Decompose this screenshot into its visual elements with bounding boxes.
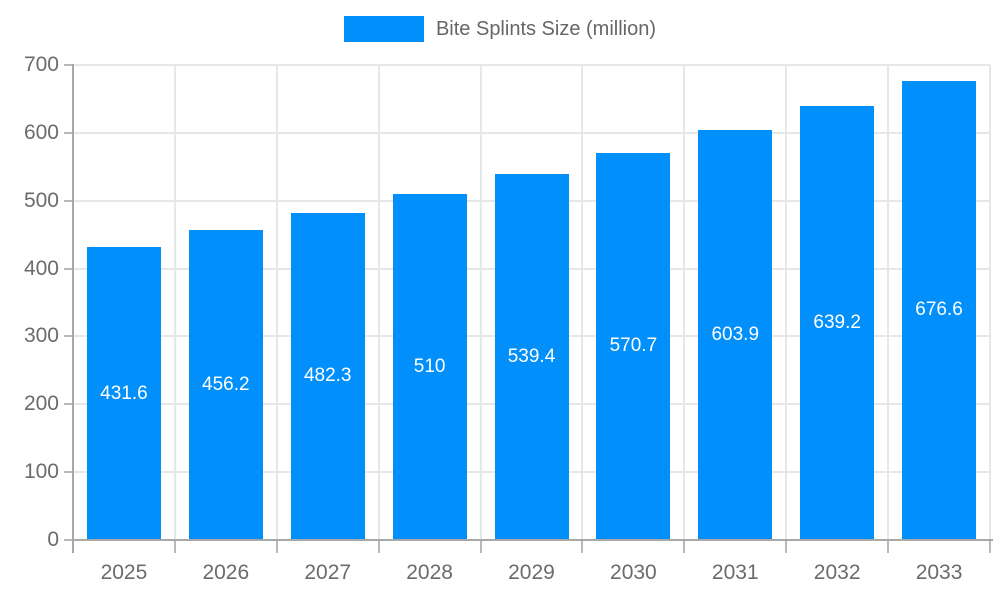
x-axis-tick-label: 2032 [813, 561, 861, 584]
y-axis-tick [64, 199, 73, 202]
h-gridline [73, 64, 990, 66]
y-axis-tick-label: 600 [23, 120, 59, 144]
v-gridline [785, 65, 788, 540]
legend: Bite Splints Size (million) [0, 16, 1000, 42]
y-axis-tick-label: 200 [23, 392, 59, 416]
bar-value-label: 456.2 [202, 374, 250, 396]
bar[interactable] [494, 173, 569, 539]
x-axis-tick [377, 540, 380, 553]
bar[interactable] [800, 106, 875, 539]
x-axis-line [72, 539, 993, 541]
bar-value-label: 431.6 [100, 382, 148, 404]
bar[interactable] [392, 193, 467, 539]
bar[interactable] [596, 152, 671, 539]
x-axis-tick-label: 2031 [711, 561, 759, 584]
legend-item[interactable]: Bite Splints Size (million) [343, 16, 657, 42]
bar[interactable] [86, 247, 161, 539]
x-axis-tick-label: 2029 [508, 561, 555, 584]
y-axis-tick-label: 500 [23, 188, 59, 212]
bar[interactable] [188, 230, 263, 539]
bar-value-label: 570.7 [609, 335, 658, 357]
h-gridline [73, 131, 990, 134]
x-axis-tick [683, 540, 686, 553]
y-axis-tick [64, 539, 73, 541]
x-axis-tick [275, 540, 278, 553]
bar[interactable] [698, 130, 773, 539]
x-axis-tick [479, 540, 482, 553]
bar-value-label: 510 [413, 355, 446, 377]
y-axis-tick-label: 400 [23, 256, 59, 280]
y-axis-tick-label: 100 [23, 460, 59, 484]
y-axis-line [72, 64, 74, 553]
y-axis-tick [64, 64, 73, 66]
x-axis-tick [785, 540, 788, 553]
x-axis-tick [989, 540, 991, 553]
legend-label: Bite Splints Size (million) [435, 18, 657, 40]
bar-value-label: 639.2 [813, 312, 861, 334]
v-gridline [581, 65, 584, 540]
v-gridline [683, 65, 686, 540]
y-axis-tick [64, 131, 73, 134]
v-gridline [377, 65, 380, 540]
v-gridline [887, 65, 890, 540]
x-axis-tick-label: 2033 [915, 561, 963, 584]
x-axis-tick [887, 540, 890, 553]
legend-marker-swatch [343, 16, 424, 42]
bar[interactable] [902, 80, 977, 539]
x-axis-tick [581, 540, 584, 553]
x-axis-tick-label: 2025 [100, 561, 148, 584]
x-axis-tick [173, 540, 176, 553]
bar-value-label: 539.4 [507, 345, 556, 367]
x-axis-tick-label: 2030 [610, 561, 657, 584]
x-axis-tick-label: 2026 [202, 561, 250, 584]
y-axis-tick [64, 471, 73, 474]
bar-value-label: 603.9 [711, 324, 760, 346]
bar-value-label: 482.3 [303, 365, 352, 387]
y-axis-tick-label: 700 [23, 53, 59, 76]
y-axis-tick [64, 335, 73, 338]
y-axis-tick-label: 300 [23, 324, 59, 348]
y-axis-tick [64, 403, 73, 406]
y-axis-tick [64, 267, 73, 270]
v-gridline [989, 65, 991, 540]
y-axis-tick-label: 0 [47, 528, 59, 551]
bar[interactable] [290, 212, 365, 539]
v-gridline [173, 65, 176, 540]
bar-value-label: 676.6 [915, 299, 963, 321]
v-gridline [479, 65, 482, 540]
v-gridline [275, 65, 278, 540]
x-axis-tick-label: 2027 [304, 561, 352, 584]
x-axis-tick-label: 2028 [406, 561, 453, 584]
